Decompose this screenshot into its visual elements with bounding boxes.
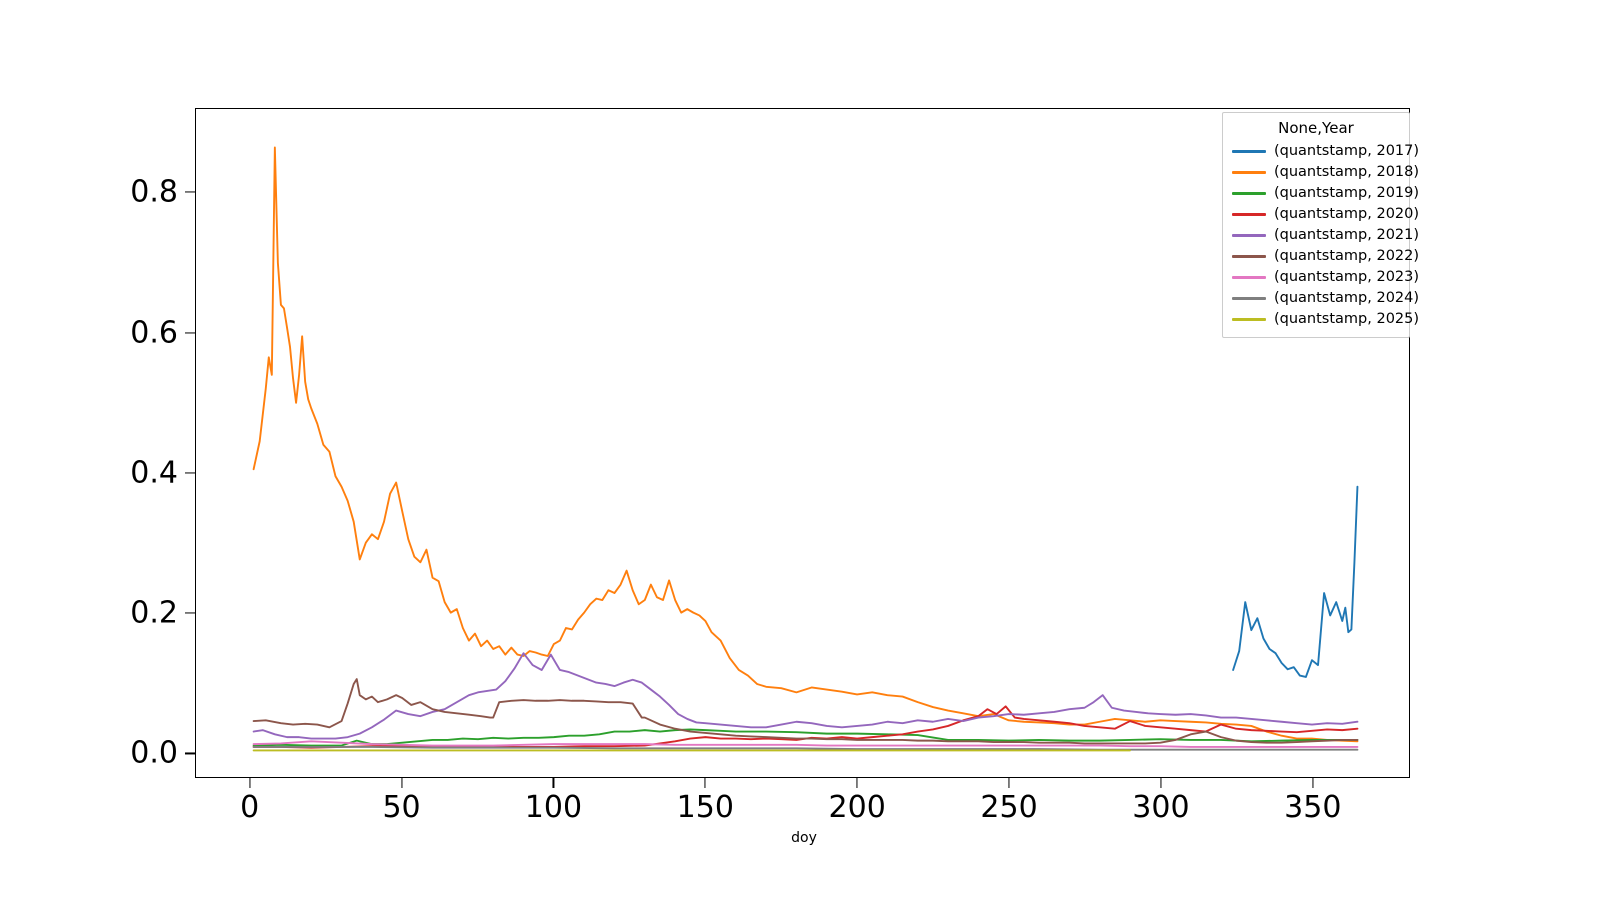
legend-entry-label: (quantstamp, 2022) <box>1274 248 1420 265</box>
legend-color-swatch <box>1232 171 1266 174</box>
legend-color-swatch <box>1232 255 1266 258</box>
legend-entry[interactable]: (quantstamp, 2022) <box>1232 246 1419 267</box>
legend-entry[interactable]: (quantstamp, 2020) <box>1232 204 1419 225</box>
legend-entry[interactable]: (quantstamp, 2025) <box>1232 309 1419 330</box>
legend-entry[interactable]: (quantstamp, 2019) <box>1232 183 1419 204</box>
series-line <box>1232 485 1359 678</box>
x-axis-tick-mark <box>856 778 858 788</box>
legend-color-swatch <box>1232 234 1266 237</box>
y-axis-tick-mark <box>185 752 195 754</box>
y-axis-tick-label: 0.0 <box>130 735 178 771</box>
x-axis-tick-label: 200 <box>828 790 886 825</box>
legend-entry[interactable]: (quantstamp, 2024) <box>1232 288 1419 309</box>
legend-color-swatch <box>1232 150 1266 153</box>
legend-entry-label: (quantstamp, 2023) <box>1274 269 1420 286</box>
x-axis-tick-mark <box>1008 778 1010 788</box>
series-line <box>252 728 1359 747</box>
plot-area <box>195 108 1410 778</box>
x-axis-tick-label: 50 <box>382 790 421 825</box>
y-axis-tick-labels: 0.0 0.2 0.4 0.6 0.8 <box>0 0 178 900</box>
y-axis-tick-label: 0.8 <box>130 174 178 210</box>
series-line <box>252 745 1359 751</box>
x-axis-tick-mark <box>249 778 251 788</box>
x-axis-tick-label: 150 <box>676 790 734 825</box>
legend-box: None,Year (quantstamp, 2017) (quantstamp,… <box>1222 112 1419 338</box>
legend-entry-label: (quantstamp, 2019) <box>1274 185 1420 202</box>
x-axis-tick-label: 250 <box>980 790 1038 825</box>
legend-entry-label: (quantstamp, 2025) <box>1274 311 1420 328</box>
legend-entry-label: (quantstamp, 2018) <box>1274 164 1420 181</box>
series-line <box>252 146 1359 743</box>
legend-color-swatch <box>1232 213 1266 216</box>
x-axis-tick-label: 300 <box>1132 790 1190 825</box>
x-axis-label: doy <box>0 830 1600 846</box>
y-axis-tick-mark <box>185 612 195 614</box>
x-axis-tick-label: 100 <box>524 790 583 825</box>
legend-entry[interactable]: (quantstamp, 2023) <box>1232 267 1419 288</box>
legend-color-swatch <box>1232 192 1266 195</box>
x-axis-tick-label: 350 <box>1284 790 1342 825</box>
x-axis-label-text: doy <box>791 830 817 846</box>
legend-color-swatch <box>1232 297 1266 300</box>
x-axis-tick-mark <box>1160 778 1162 788</box>
y-axis-tick-label: 0.4 <box>130 455 178 491</box>
legend-entry[interactable]: (quantstamp, 2021) <box>1232 225 1419 246</box>
x-axis-tick-mark <box>552 778 554 788</box>
legend-entries: (quantstamp, 2017) (quantstamp, 2018) (qua… <box>1232 141 1419 330</box>
legend-title: None,Year <box>1278 119 1354 137</box>
series-line <box>252 652 1359 740</box>
y-axis-tick-mark <box>185 472 195 474</box>
legend-entry-label: (quantstamp, 2021) <box>1274 227 1420 244</box>
legend-entry-label: (quantstamp, 2017) <box>1274 143 1420 160</box>
series-lines <box>252 146 1359 752</box>
legend-entry-label: (quantstamp, 2020) <box>1274 206 1420 223</box>
y-axis-tick-label: 0.6 <box>130 315 178 350</box>
x-axis-tick-mark <box>1312 778 1314 788</box>
y-axis-tick-mark <box>185 191 195 193</box>
x-axis-tick-mark <box>401 778 403 788</box>
legend-color-swatch <box>1232 318 1266 321</box>
legend-entry[interactable]: (quantstamp, 2017) <box>1232 141 1419 162</box>
series-line <box>252 740 1359 748</box>
series-line <box>252 678 1359 745</box>
x-axis-tick-label: 0 <box>240 790 260 825</box>
legend-entry-label: (quantstamp, 2024) <box>1274 290 1420 307</box>
legend-entry[interactable]: (quantstamp, 2018) <box>1232 162 1419 183</box>
y-axis-tick-mark <box>185 331 195 334</box>
y-axis-tick-label: 0.2 <box>130 595 178 631</box>
x-axis-tick-mark <box>704 778 706 788</box>
legend-color-swatch <box>1232 276 1266 279</box>
